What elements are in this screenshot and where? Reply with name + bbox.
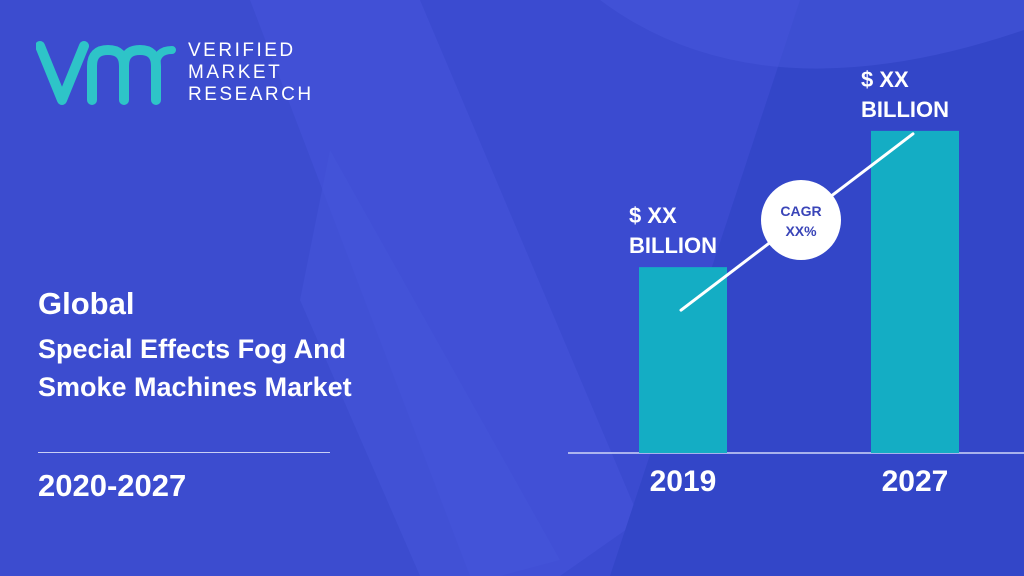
bar-2027 xyxy=(871,130,959,454)
data-label-2027-line-1: $ XX xyxy=(861,67,909,92)
brand-name: VERIFIED MARKET RESEARCH xyxy=(188,40,314,106)
x-tick-label-2019: 2019 xyxy=(650,465,717,498)
brand-line-1: VERIFIED xyxy=(188,40,296,61)
cagr-value: XX% xyxy=(785,223,817,239)
data-label-2019-line-1: $ XX xyxy=(629,203,677,228)
x-tick-label-2027: 2027 xyxy=(882,465,949,498)
cagr-label: CAGR xyxy=(780,203,821,219)
brand-line-2: MARKET xyxy=(188,62,283,83)
data-label-2027-line-2: BILLION xyxy=(861,97,949,122)
title-market-line-1: Special Effects Fog And xyxy=(38,334,347,364)
forecast-period: 2020-2027 xyxy=(38,468,187,503)
vmr-logo-icon xyxy=(36,41,176,105)
brand-logo: VERIFIED MARKET RESEARCH xyxy=(36,40,326,110)
title-scope: Global xyxy=(38,286,135,321)
brand-line-3: RESEARCH xyxy=(188,84,314,105)
cagr-bubble xyxy=(761,180,841,261)
bar-2019 xyxy=(639,267,727,453)
market-size-chart: 2019 $ XX BILLION 2027 $ XX BILLION CAGR XX% xyxy=(568,67,1024,498)
title-market-line-2: Smoke Machines Market xyxy=(38,372,352,402)
title-divider xyxy=(38,452,330,453)
report-title: Global Special Effects Fog And Smoke Mac… xyxy=(38,286,498,406)
data-label-2019-line-2: BILLION xyxy=(629,233,717,258)
